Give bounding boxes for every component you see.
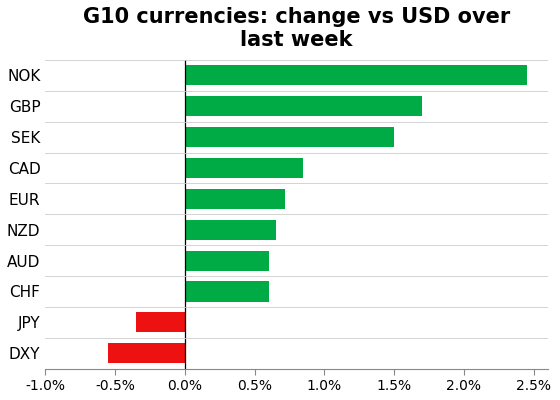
Bar (108, 343, 185, 363)
Bar (185, 220, 276, 240)
Title: G10 currencies: change vs USD over
last week: G10 currencies: change vs USD over last … (83, 7, 510, 50)
Bar (185, 158, 304, 178)
Bar (185, 127, 394, 147)
Bar (185, 250, 269, 271)
Bar (185, 96, 422, 116)
Bar (185, 189, 285, 209)
Bar (136, 312, 185, 332)
Bar (185, 66, 527, 86)
Bar (185, 282, 269, 302)
